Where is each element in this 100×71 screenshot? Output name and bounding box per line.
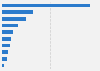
Bar bbox=[2, 10, 33, 14]
Bar bbox=[2, 37, 11, 41]
Bar bbox=[2, 44, 10, 47]
Bar bbox=[2, 17, 26, 21]
Bar bbox=[2, 4, 90, 7]
Bar bbox=[2, 24, 18, 27]
Bar bbox=[2, 57, 7, 61]
Bar bbox=[2, 30, 13, 34]
Bar bbox=[2, 64, 4, 67]
Bar bbox=[2, 50, 8, 54]
